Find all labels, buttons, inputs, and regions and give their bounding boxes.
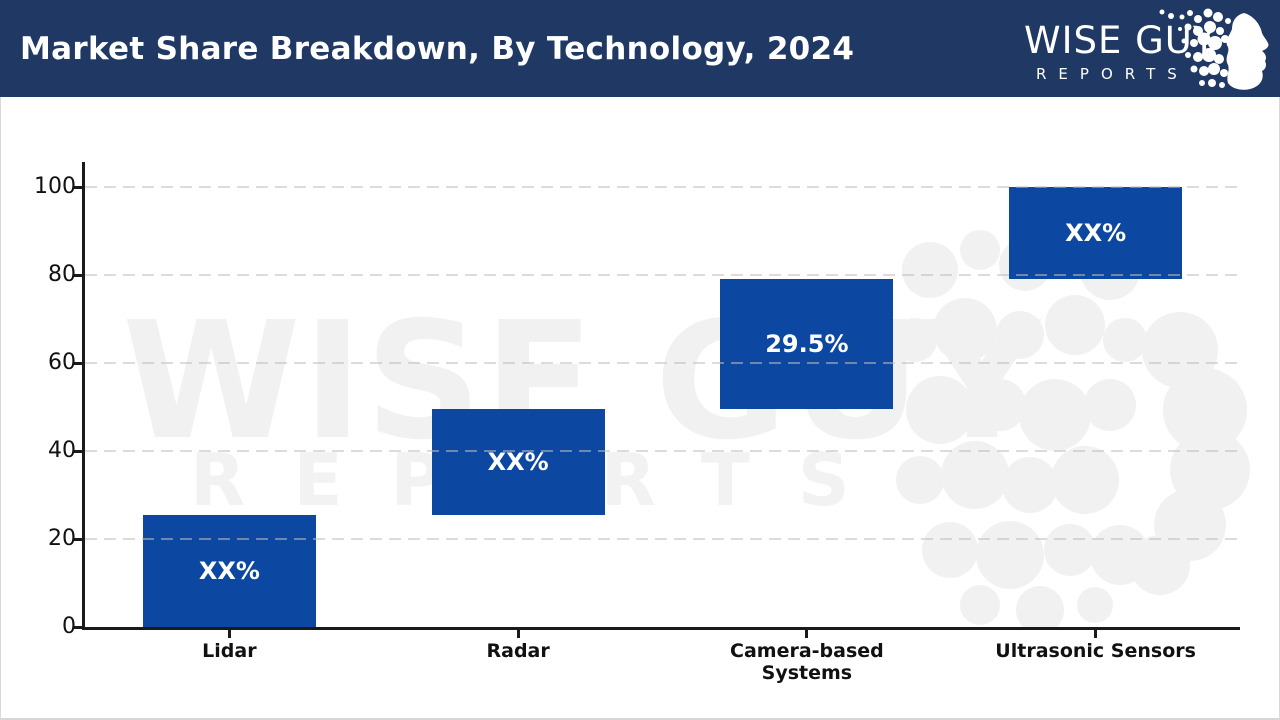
- y-tick-label: 20: [48, 526, 76, 551]
- logo-dot-head-icon: [1159, 8, 1269, 90]
- x-axis-tick: [1094, 630, 1098, 638]
- bar-value-label: XX%: [487, 448, 549, 476]
- x-axis-line: [82, 627, 1240, 630]
- y-tick-label: 80: [48, 262, 76, 287]
- gridline: [85, 186, 1240, 188]
- bar-segment: [142, 514, 316, 627]
- gridline: [85, 362, 1240, 364]
- y-axis-tick: [74, 626, 82, 629]
- left-border-line: [0, 97, 1, 720]
- x-axis-tick: [516, 630, 520, 638]
- gridline: [85, 450, 1240, 452]
- chart-title: Market Share Breakdown, By Technology, 2…: [20, 30, 855, 67]
- bar-value-label: XX%: [198, 556, 260, 585]
- x-axis-tick: [805, 630, 809, 638]
- bar-segment: [720, 279, 894, 410]
- y-axis-tick: [74, 186, 82, 189]
- bar-value-label: 29.5%: [765, 330, 849, 359]
- x-category-label: Camera-based Systems: [730, 640, 884, 684]
- y-tick-label: 0: [62, 614, 76, 639]
- wise-guy-reports-logo: WISE GUY REPORTS: [1024, 8, 1269, 90]
- y-axis-line: [82, 162, 85, 630]
- gridline: [85, 538, 1240, 540]
- y-tick-label: 40: [48, 438, 76, 463]
- y-tick-label: 100: [34, 174, 76, 199]
- header-band: Market Share Breakdown, By Technology, 2…: [0, 0, 1280, 97]
- bar-segment: [431, 409, 605, 515]
- y-axis-tick: [74, 538, 82, 541]
- x-category-label: Lidar: [202, 640, 257, 662]
- bottom-border-line: [0, 718, 1280, 720]
- x-category-label: Radar: [486, 640, 550, 662]
- x-category-label: Ultrasonic Sensors: [995, 640, 1196, 662]
- logo-subtitle: REPORTS: [1036, 65, 1189, 83]
- bar-value-label: XX%: [1065, 219, 1127, 248]
- y-axis-tick: [74, 362, 82, 365]
- bar-segment: [1009, 187, 1183, 280]
- y-tick-label: 60: [48, 350, 76, 375]
- gridline: [85, 274, 1240, 276]
- y-axis-tick: [74, 450, 82, 453]
- y-axis-tick: [74, 274, 82, 277]
- x-axis-tick: [227, 630, 231, 638]
